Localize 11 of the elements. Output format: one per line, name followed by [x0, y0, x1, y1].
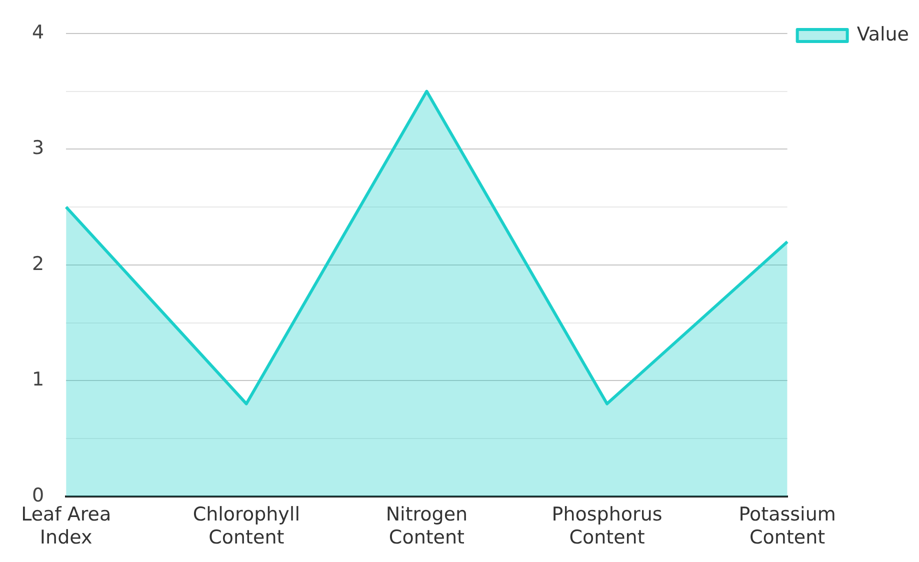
y-tick-label: 1 — [32, 368, 44, 391]
y-tick-label: 3 — [32, 137, 44, 160]
y-tick-label: 0 — [32, 484, 44, 506]
x-tick-label: Nitrogen Content — [386, 504, 468, 549]
x-tick-label: Chlorophyll Content — [192, 504, 300, 549]
y-tick-label: 2 — [32, 252, 44, 275]
legend-label: Value — [856, 23, 910, 46]
x-tick-label: Potassium Content — [738, 504, 836, 549]
x-tick-label: Phosphorus Content — [552, 504, 662, 549]
y-tick-label: 4 — [32, 21, 44, 44]
x-tick-label: Leaf Area Index — [21, 504, 112, 549]
